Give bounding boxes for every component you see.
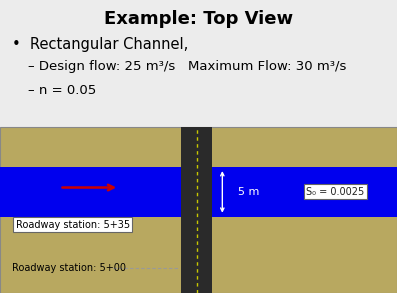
Bar (0, 127, 397, 293)
Bar (181, 127, 212, 293)
Text: Example: Top View: Example: Top View (104, 10, 293, 28)
Text: •  Rectangular Channel,: • Rectangular Channel, (12, 37, 188, 52)
Text: S₀ = 0.0025: S₀ = 0.0025 (306, 187, 364, 197)
Text: – n = 0.05: – n = 0.05 (28, 84, 96, 96)
Text: – Design flow: 25 m³/s   Maximum Flow: 30 m³/s: – Design flow: 25 m³/s Maximum Flow: 30 … (28, 60, 346, 73)
Text: Roadway station: 5+35: Roadway station: 5+35 (16, 220, 130, 230)
Bar (0, 167, 397, 217)
Text: 5 m: 5 m (238, 187, 260, 197)
Text: Roadway station: 5+00: Roadway station: 5+00 (12, 263, 126, 273)
